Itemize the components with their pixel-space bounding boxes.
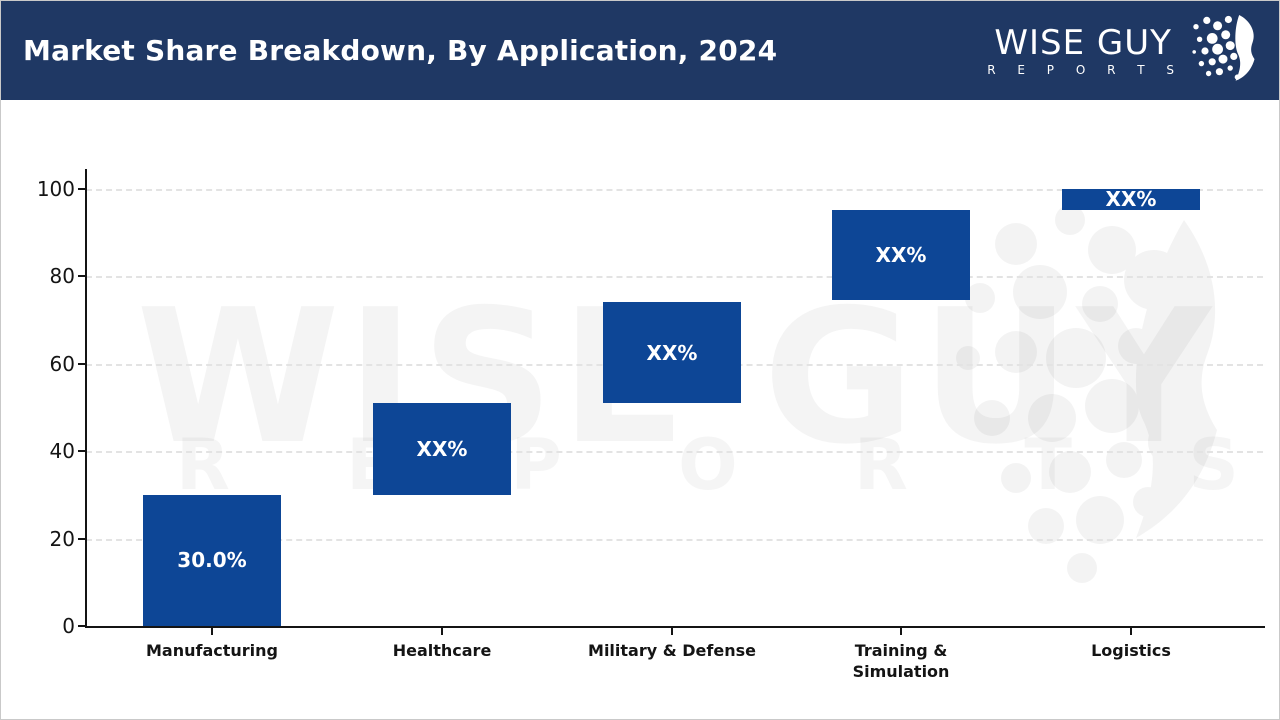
logo-wordmark: WISE GUY bbox=[994, 22, 1172, 63]
y-tick-mark bbox=[78, 537, 86, 540]
y-tick-mark bbox=[78, 187, 86, 190]
bar-healthcare: XX% bbox=[373, 402, 511, 495]
y-tick-mark bbox=[78, 450, 86, 452]
bar-manufacturing: 30.0% bbox=[143, 494, 281, 626]
bar-military-defense: XX% bbox=[603, 302, 741, 403]
x-tick-mark bbox=[900, 628, 902, 635]
gridline-20 bbox=[86, 538, 1263, 541]
gridline-80 bbox=[86, 276, 1263, 278]
bar-value-label-healthcare: XX% bbox=[416, 436, 468, 461]
y-tick-label: 20 bbox=[49, 526, 75, 551]
header: Market Share Breakdown, By Application, … bbox=[1, 1, 1279, 100]
y-axis bbox=[85, 169, 87, 628]
y-tick-mark bbox=[78, 275, 86, 277]
logo-face-icon bbox=[1192, 14, 1255, 81]
bar-value-label-logistics: XX% bbox=[1105, 187, 1157, 212]
x-axis-label-logistics: Logistics bbox=[1091, 641, 1171, 660]
x-axis-label-military-defense: Military & Defense bbox=[588, 641, 756, 660]
x-tick-mark bbox=[441, 628, 443, 635]
chart-title: Market Share Breakdown, By Application, … bbox=[23, 34, 778, 67]
y-tick-label: 100 bbox=[36, 176, 75, 201]
x-axis-label-healthcare: Healthcare bbox=[392, 641, 492, 660]
logo-text: WISE GUY R E P O R T S bbox=[983, 26, 1183, 76]
bar-training-simulation: XX% bbox=[832, 210, 970, 301]
y-tick-mark bbox=[78, 362, 86, 365]
logo-subtitle: R E P O R T S bbox=[987, 62, 1183, 77]
wiseguy-logo: WISE GUY R E P O R T S bbox=[983, 12, 1259, 90]
bar-value-label-manufacturing: 30.0% bbox=[177, 548, 247, 573]
x-tick-mark bbox=[1130, 628, 1132, 635]
bar-logistics: XX% bbox=[1062, 187, 1200, 212]
x-axis bbox=[85, 626, 1265, 628]
x-axis-label-manufacturing: Manufacturing bbox=[146, 641, 278, 660]
y-tick-label: 40 bbox=[49, 439, 75, 463]
gridline-100 bbox=[86, 188, 1263, 191]
x-tick-mark bbox=[671, 628, 673, 635]
gridline-40 bbox=[86, 451, 1263, 453]
y-tick-label: 0 bbox=[62, 614, 75, 638]
y-tick-label: 80 bbox=[49, 264, 75, 288]
y-tick-label: 60 bbox=[49, 351, 75, 376]
bar-value-label-training-simulation: XX% bbox=[875, 243, 927, 268]
bar-value-label-military-defense: XX% bbox=[646, 340, 698, 365]
y-tick-mark bbox=[78, 625, 86, 627]
x-axis-label-training-simulation: Training & Simulation bbox=[852, 641, 950, 681]
x-tick-mark bbox=[211, 628, 213, 635]
